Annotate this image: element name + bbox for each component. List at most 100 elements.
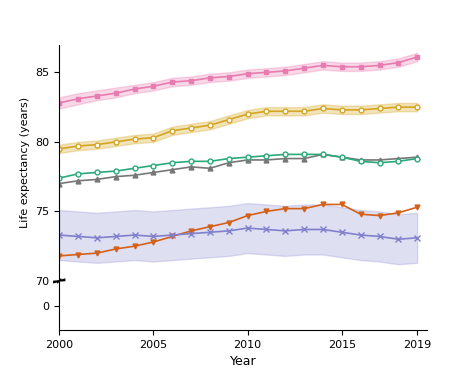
Line: American Indian or Alaska Native: American Indian or Alaska Native xyxy=(56,225,420,242)
Asian or Pacific Islander xyxy=(358,65,364,69)
Asian or Pacific Islander xyxy=(339,65,345,69)
Total xyxy=(414,155,420,160)
Asian or Pacific Islander xyxy=(113,91,118,95)
Asian or Pacific Islander xyxy=(264,70,269,75)
Asian or Pacific Islander xyxy=(56,101,62,105)
Black xyxy=(226,220,232,225)
Line: Total: Total xyxy=(57,152,419,186)
Total xyxy=(151,170,156,175)
American Indian or Alaska Native xyxy=(56,233,62,237)
Black xyxy=(207,224,213,229)
Black xyxy=(245,213,250,218)
Total xyxy=(320,152,326,157)
Total xyxy=(207,166,213,171)
White xyxy=(113,169,118,173)
Total xyxy=(169,167,175,172)
Asian or Pacific Islander xyxy=(301,66,307,70)
Black xyxy=(395,211,401,215)
White xyxy=(226,156,232,161)
Latino xyxy=(395,105,401,109)
Black xyxy=(151,240,156,244)
American Indian or Alaska Native xyxy=(358,233,364,237)
Asian or Pacific Islander xyxy=(132,87,137,91)
White xyxy=(94,170,100,175)
Total xyxy=(245,158,250,162)
Black xyxy=(169,234,175,239)
Latino xyxy=(320,106,326,111)
Line: White: White xyxy=(57,152,419,180)
Latino xyxy=(226,117,232,122)
Asian or Pacific Islander xyxy=(207,76,213,80)
Asian or Pacific Islander xyxy=(377,63,383,68)
Total xyxy=(339,155,345,160)
Latino xyxy=(264,109,269,114)
Latino xyxy=(207,123,213,127)
American Indian or Alaska Native xyxy=(151,234,156,239)
Asian or Pacific Islander xyxy=(151,84,156,88)
Asian or Pacific Islander xyxy=(395,60,401,65)
Asian or Pacific Islander xyxy=(283,69,288,73)
White xyxy=(339,155,345,160)
American Indian or Alaska Native xyxy=(264,227,269,232)
American Indian or Alaska Native xyxy=(113,234,118,239)
Black xyxy=(339,202,345,207)
American Indian or Alaska Native xyxy=(283,229,288,233)
White xyxy=(75,172,81,176)
Latino xyxy=(358,108,364,112)
Black xyxy=(264,209,269,214)
American Indian or Alaska Native xyxy=(75,234,81,239)
Asian or Pacific Islander xyxy=(226,74,232,79)
White xyxy=(377,161,383,165)
Total xyxy=(395,156,401,161)
Black xyxy=(75,252,81,257)
Latino xyxy=(94,142,100,147)
Black xyxy=(94,251,100,255)
Latino xyxy=(169,128,175,133)
Black xyxy=(377,213,383,218)
Total xyxy=(358,158,364,162)
American Indian or Alaska Native xyxy=(320,227,326,232)
Black xyxy=(113,247,118,251)
Latino xyxy=(188,126,194,130)
American Indian or Alaska Native xyxy=(188,232,194,236)
Black xyxy=(56,254,62,258)
Black xyxy=(320,202,326,207)
American Indian or Alaska Native xyxy=(377,234,383,239)
Black xyxy=(301,206,307,211)
American Indian or Alaska Native xyxy=(169,233,175,237)
Total xyxy=(56,181,62,186)
American Indian or Alaska Native xyxy=(245,226,250,230)
Line: Black: Black xyxy=(57,202,419,258)
X-axis label: Year: Year xyxy=(229,355,256,368)
Black xyxy=(283,206,288,211)
Total xyxy=(188,165,194,169)
White xyxy=(151,163,156,168)
American Indian or Alaska Native xyxy=(339,230,345,234)
White xyxy=(169,161,175,165)
Black xyxy=(132,244,137,249)
American Indian or Alaska Native xyxy=(207,230,213,234)
Latino xyxy=(377,106,383,111)
Latino xyxy=(301,109,307,114)
White xyxy=(56,176,62,180)
White xyxy=(132,166,137,171)
American Indian or Alaska Native xyxy=(94,236,100,240)
Total xyxy=(226,161,232,165)
White xyxy=(358,159,364,164)
Total xyxy=(75,178,81,183)
Total xyxy=(283,156,288,161)
White xyxy=(188,159,194,164)
American Indian or Alaska Native xyxy=(132,233,137,237)
Latino xyxy=(283,109,288,114)
Asian or Pacific Islander xyxy=(169,80,175,84)
Asian or Pacific Islander xyxy=(320,63,326,68)
Asian or Pacific Islander xyxy=(75,96,81,101)
Black xyxy=(188,229,194,233)
Total xyxy=(301,156,307,161)
Latino xyxy=(56,147,62,151)
White xyxy=(301,152,307,157)
American Indian or Alaska Native xyxy=(301,227,307,232)
White xyxy=(395,159,401,164)
Asian or Pacific Islander xyxy=(245,72,250,76)
Total xyxy=(94,177,100,182)
